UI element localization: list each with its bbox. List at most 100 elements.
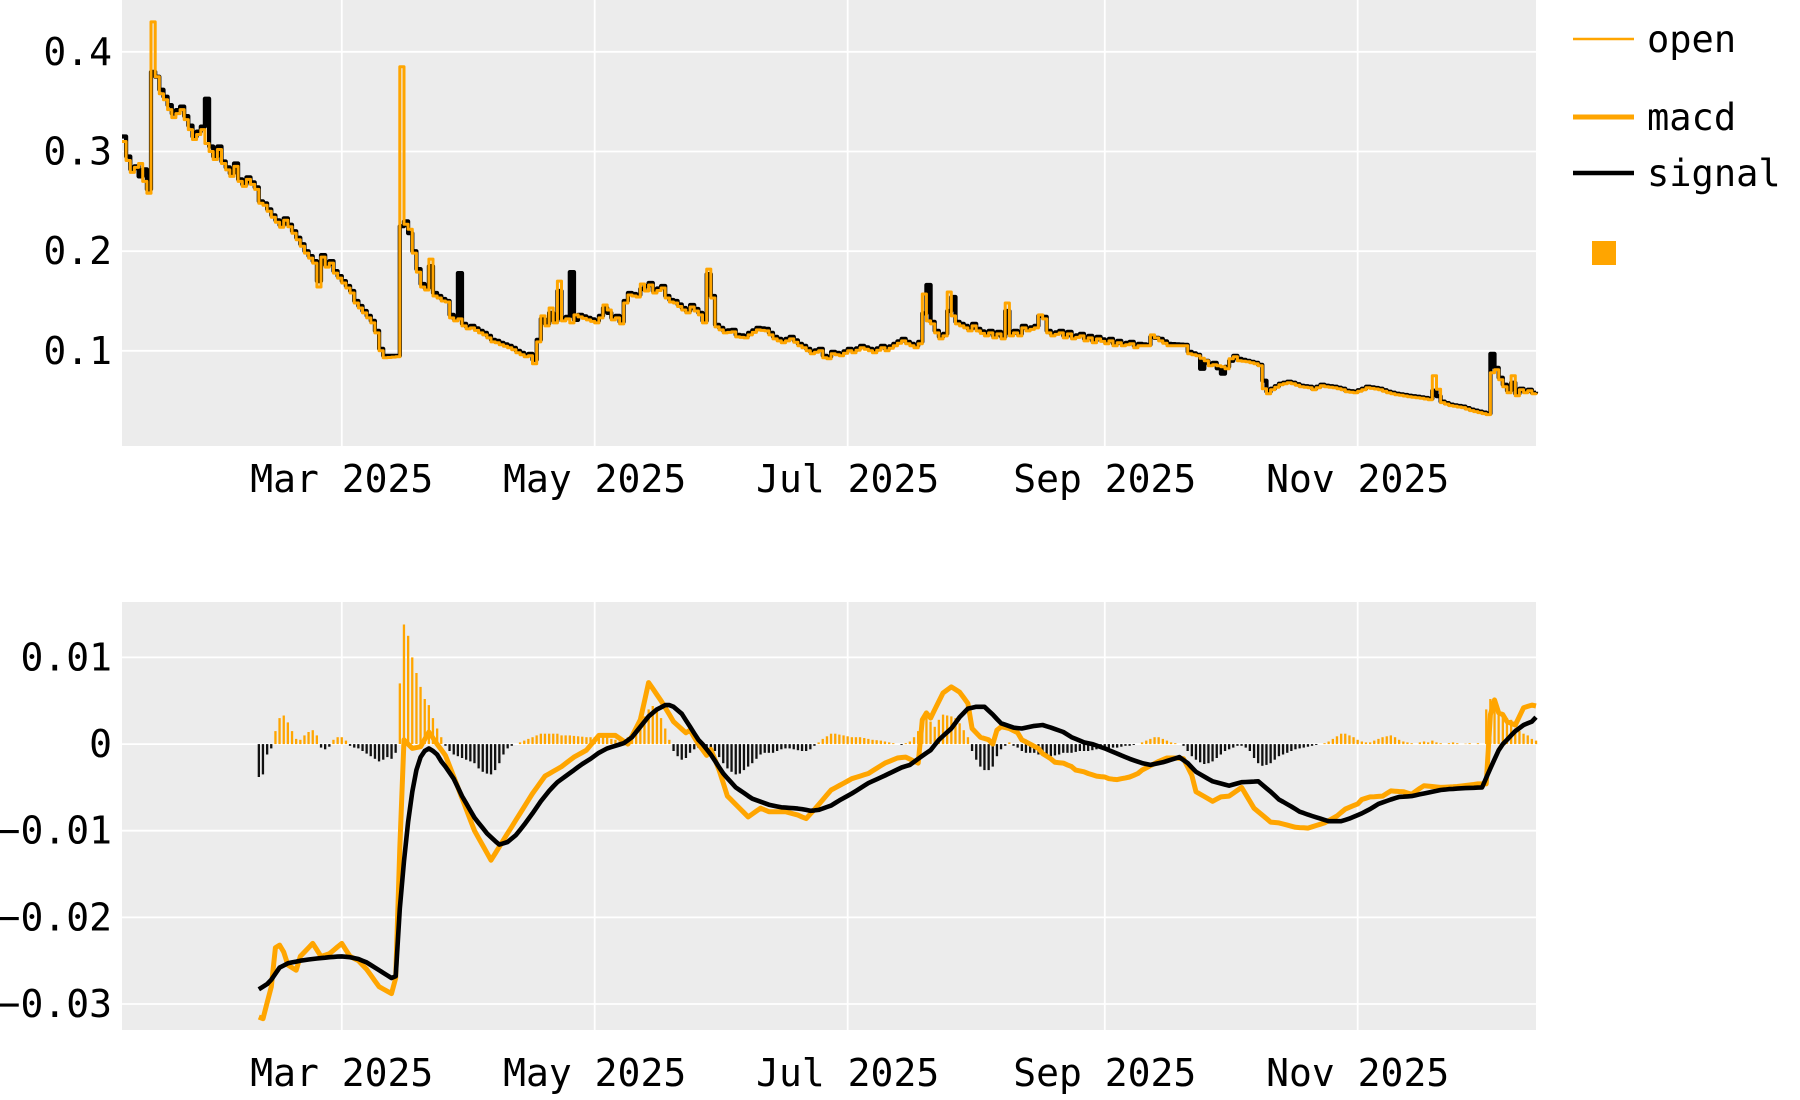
price-panel-ytick-labels: 0.4 0.3 0.2 0.1 — [43, 30, 112, 373]
open-line-series — [122, 20, 1538, 417]
macd-histogram-bar — [1518, 731, 1521, 745]
macd-histogram-bar — [572, 735, 576, 745]
macd-histogram-bar — [979, 744, 982, 767]
macd-histogram-bar — [560, 735, 563, 745]
y-tick-label: −0.02 — [0, 895, 112, 939]
macd-histogram-bar — [539, 733, 542, 745]
macd-histogram-bar — [1087, 744, 1090, 751]
macd-histogram-bar — [518, 742, 522, 745]
macd-histogram-bar — [1157, 737, 1160, 745]
macd-panel: 0.01 0 −0.01 −0.02 −0.03 Mar 2025 May 2025 Jul… — [0, 602, 1538, 1095]
macd-histogram-bar — [585, 737, 588, 745]
macd-histogram-bar — [854, 737, 858, 745]
macd-histogram-bar — [506, 744, 509, 749]
macd-histogram-bar — [270, 744, 273, 749]
price-panel: 0.4 0.3 0.2 0.1 Mar 2025 May 2025 Jul 2025 Sep… — [43, 0, 1539, 501]
x-tick-label: Mar 2025 — [250, 457, 433, 501]
macd-histogram-bar — [647, 709, 650, 745]
macd-histogram-bar — [261, 744, 265, 775]
macd-histogram-bar — [1298, 744, 1301, 749]
macd-histogram-bar — [278, 718, 281, 745]
macd-histogram-bar — [1422, 741, 1426, 745]
macd-histogram-bar — [643, 716, 646, 745]
macd-histogram-bar — [842, 735, 845, 745]
macd-histogram-bar — [361, 744, 364, 751]
macd-histogram-bar — [1074, 744, 1077, 752]
legend-open-label: open — [1647, 18, 1736, 61]
macd-histogram-bar — [659, 718, 663, 745]
macd-histogram-bar — [800, 744, 804, 751]
macd-histogram-bar — [344, 740, 348, 745]
macd-histogram-bar — [970, 744, 974, 751]
macd-histogram-bar — [481, 744, 484, 772]
macd-histogram-bar — [577, 736, 580, 745]
macd-histogram-bar — [299, 739, 302, 745]
macd-histogram-bar — [734, 744, 737, 775]
macd-histogram-bar — [1402, 741, 1405, 745]
macd-histogram-bar — [390, 744, 393, 759]
macd-histogram-bar — [1431, 740, 1434, 745]
macd-histogram-bar — [912, 737, 916, 745]
macd-histogram-bar — [904, 743, 907, 745]
macd-histogram-bar — [1369, 742, 1372, 745]
macd-histogram-bar — [900, 744, 903, 745]
macd-histogram-bar — [1389, 735, 1392, 745]
macd-histogram-bar — [324, 744, 327, 750]
macd-histogram-bar — [266, 744, 269, 755]
macd-histogram-bar — [1476, 743, 1480, 745]
macd-histogram-bar — [348, 744, 352, 746]
signal-line-series — [257, 702, 1538, 992]
macd-histogram-bar — [1190, 744, 1193, 757]
macd-histogram-bar — [958, 723, 961, 745]
macd-histogram-bar — [423, 699, 426, 745]
macd-histogram-bar — [1381, 737, 1384, 745]
macd-histogram-bar — [1215, 744, 1218, 758]
macd-histogram-bar — [1228, 744, 1231, 750]
macd-histogram-bar — [1340, 733, 1343, 745]
macd-histogram-bar — [1066, 744, 1069, 753]
macd-histogram-bar — [485, 744, 489, 774]
macd-histogram-bar — [1331, 738, 1334, 745]
macd-histogram-bar — [460, 744, 464, 758]
macd-histogram-bar — [759, 744, 762, 755]
macd-histogram-bar — [1327, 741, 1330, 745]
macd-histogram-bar — [535, 735, 538, 745]
macd-histogram-bar — [502, 744, 505, 755]
macd-histogram-bar — [1485, 709, 1488, 745]
macd-histogram-bar — [1053, 744, 1057, 756]
macd-histogram-bar — [1315, 744, 1318, 745]
macd-histogram-bar — [1029, 744, 1032, 753]
macd-histogram-bar — [941, 714, 945, 745]
macd-histogram-bar — [415, 673, 418, 744]
macd-histogram-bar — [834, 733, 837, 745]
macd-histogram-bar — [601, 735, 605, 745]
macd-histogram-bar — [1435, 742, 1438, 745]
macd-histogram-bar — [672, 744, 675, 751]
x-tick-label: Nov 2025 — [1266, 1051, 1449, 1095]
macd-histogram-bar — [1447, 743, 1451, 745]
macd-histogram-bar — [1082, 744, 1086, 751]
macd-histogram-bar — [548, 733, 551, 745]
macd-histogram-bar — [1078, 744, 1081, 751]
macd-histogram-bar — [469, 744, 472, 762]
macd-histogram-bar — [332, 739, 335, 745]
macd-histogram-bar — [1310, 744, 1314, 746]
macd-histogram-bar — [315, 735, 318, 745]
macd-histogram-bar — [336, 737, 339, 745]
macd-histogram-bar — [419, 686, 422, 745]
macd-histogram-bar — [1356, 739, 1359, 745]
macd-histogram-bar — [303, 735, 306, 745]
macd-histogram-bar — [1323, 743, 1326, 745]
legend-macd-label: macd — [1647, 96, 1736, 139]
macd-histogram-bar — [1385, 736, 1388, 745]
macd-histogram-bar — [1219, 744, 1222, 755]
macd-histogram-bar — [610, 738, 613, 745]
macd-histogram-bar — [1132, 744, 1135, 745]
macd-histogram-bar — [589, 737, 592, 745]
legend: open macd signal — [1573, 18, 1781, 265]
macd-histogram-bar — [1107, 744, 1110, 749]
macd-histogram-bar — [1240, 744, 1243, 746]
macd-histogram-bar — [1530, 738, 1533, 745]
macd-histogram-bar — [991, 744, 994, 767]
